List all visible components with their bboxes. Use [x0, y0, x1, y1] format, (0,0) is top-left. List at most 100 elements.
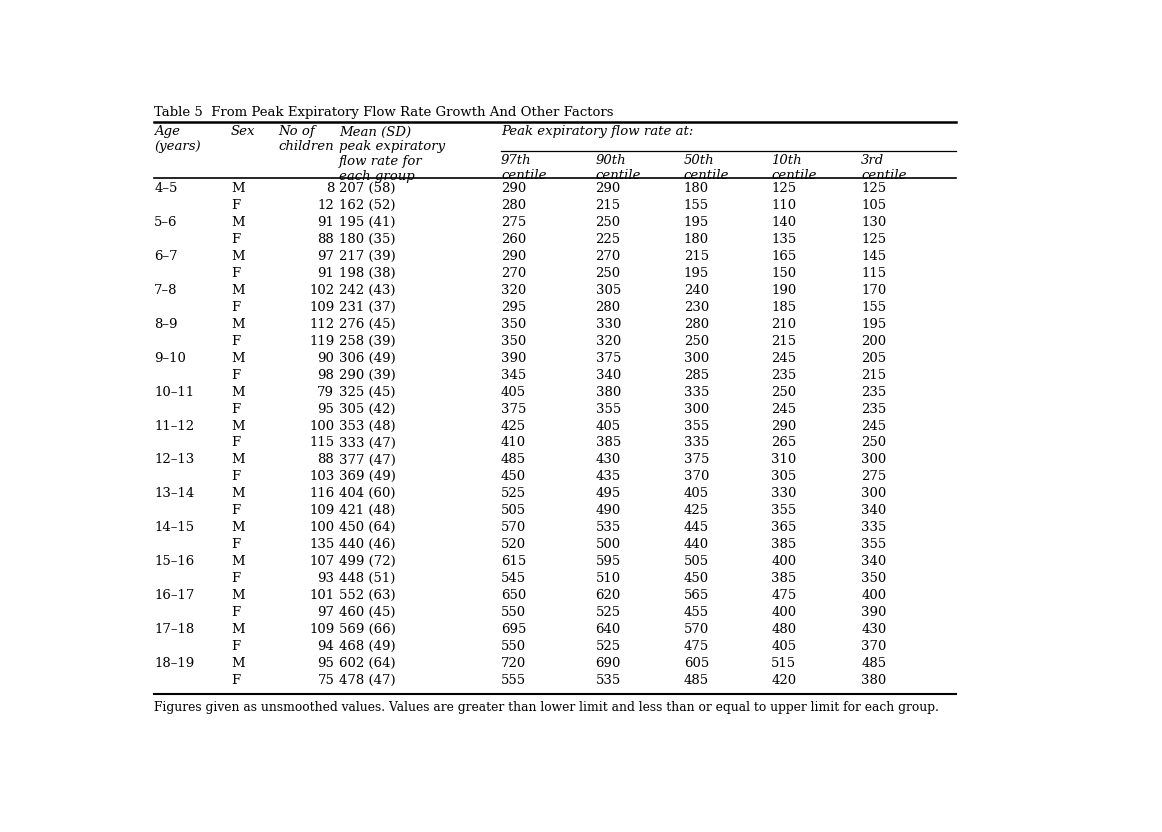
Text: 565: 565	[683, 589, 709, 602]
Text: 350: 350	[861, 572, 887, 586]
Text: 125: 125	[861, 182, 887, 195]
Text: 335: 335	[683, 437, 709, 449]
Text: 305 (42): 305 (42)	[339, 403, 395, 415]
Text: 155: 155	[861, 300, 887, 314]
Text: M: M	[231, 385, 244, 399]
Text: 91: 91	[317, 215, 335, 229]
Text: 276 (45): 276 (45)	[339, 318, 395, 330]
Text: 330: 330	[595, 318, 621, 330]
Text: 91: 91	[317, 267, 335, 280]
Text: 10th
centile: 10th centile	[772, 154, 817, 181]
Text: 305: 305	[772, 470, 796, 483]
Text: 355: 355	[861, 538, 887, 552]
Text: 370: 370	[683, 470, 709, 483]
Text: 320: 320	[501, 284, 526, 297]
Text: 79: 79	[317, 385, 335, 399]
Text: 410: 410	[501, 437, 526, 449]
Text: 306 (49): 306 (49)	[339, 352, 395, 364]
Text: Sex: Sex	[231, 126, 256, 138]
Text: Figures given as unsmoothed values. Values are greater than lower limit and less: Figures given as unsmoothed values. Valu…	[155, 701, 939, 715]
Text: 570: 570	[501, 522, 526, 534]
Text: 195: 195	[861, 318, 887, 330]
Text: 380: 380	[595, 385, 621, 399]
Text: 400: 400	[772, 555, 796, 568]
Text: 460 (45): 460 (45)	[339, 607, 395, 619]
Text: 135: 135	[772, 233, 796, 245]
Text: 200: 200	[861, 334, 887, 348]
Text: 468 (49): 468 (49)	[339, 640, 395, 653]
Text: Table 5  From Peak Expiratory Flow Rate Growth And Other Factors: Table 5 From Peak Expiratory Flow Rate G…	[155, 106, 614, 119]
Text: 225: 225	[595, 233, 621, 245]
Text: 595: 595	[595, 555, 621, 568]
Text: 505: 505	[683, 555, 709, 568]
Text: F: F	[231, 334, 239, 348]
Text: 290: 290	[501, 250, 526, 263]
Text: 95: 95	[317, 657, 335, 671]
Text: 270: 270	[595, 250, 621, 263]
Text: 377 (47): 377 (47)	[339, 453, 396, 467]
Text: 10–11: 10–11	[155, 385, 194, 399]
Text: 420: 420	[772, 674, 796, 687]
Text: 475: 475	[683, 640, 709, 653]
Text: 235: 235	[861, 403, 887, 415]
Text: 425: 425	[501, 419, 526, 433]
Text: 385: 385	[772, 538, 796, 552]
Text: 300: 300	[683, 352, 709, 364]
Text: M: M	[231, 250, 244, 263]
Text: 258 (39): 258 (39)	[339, 334, 395, 348]
Text: 430: 430	[595, 453, 621, 467]
Text: 180 (35): 180 (35)	[339, 233, 395, 245]
Text: 405: 405	[683, 488, 709, 500]
Text: 135: 135	[309, 538, 335, 552]
Text: F: F	[231, 504, 239, 518]
Text: 115: 115	[309, 437, 335, 449]
Text: 369 (49): 369 (49)	[339, 470, 396, 483]
Text: 330: 330	[772, 488, 796, 500]
Text: 720: 720	[501, 657, 526, 671]
Text: 570: 570	[683, 623, 709, 636]
Text: 445: 445	[683, 522, 709, 534]
Text: 245: 245	[861, 419, 887, 433]
Text: 620: 620	[595, 589, 621, 602]
Text: 290: 290	[595, 182, 621, 195]
Text: 485: 485	[861, 657, 887, 671]
Text: 130: 130	[861, 215, 887, 229]
Text: 17–18: 17–18	[155, 623, 194, 636]
Text: 440 (46): 440 (46)	[339, 538, 395, 552]
Text: 285: 285	[683, 369, 709, 382]
Text: M: M	[231, 589, 244, 602]
Text: M: M	[231, 284, 244, 297]
Text: 280: 280	[683, 318, 709, 330]
Text: 390: 390	[861, 607, 887, 619]
Text: 145: 145	[861, 250, 887, 263]
Text: 6–7: 6–7	[155, 250, 178, 263]
Text: 245: 245	[772, 352, 796, 364]
Text: 90: 90	[317, 352, 335, 364]
Text: 150: 150	[772, 267, 796, 280]
Text: 345: 345	[501, 369, 526, 382]
Text: 535: 535	[595, 522, 621, 534]
Text: 107: 107	[309, 555, 335, 568]
Text: 94: 94	[317, 640, 335, 653]
Text: 215: 215	[595, 199, 621, 212]
Text: 180: 180	[683, 233, 709, 245]
Text: 355: 355	[772, 504, 796, 518]
Text: 375: 375	[683, 453, 709, 467]
Text: 340: 340	[595, 369, 621, 382]
Text: F: F	[231, 470, 239, 483]
Text: 12–13: 12–13	[155, 453, 194, 467]
Text: 195: 195	[683, 215, 709, 229]
Text: 245: 245	[772, 403, 796, 415]
Text: 385: 385	[595, 437, 621, 449]
Text: 340: 340	[861, 504, 887, 518]
Text: F: F	[231, 640, 239, 653]
Text: 207 (58): 207 (58)	[339, 182, 395, 195]
Text: 380: 380	[861, 674, 887, 687]
Text: 520: 520	[501, 538, 526, 552]
Text: 115: 115	[861, 267, 887, 280]
Text: 510: 510	[595, 572, 621, 586]
Text: M: M	[231, 215, 244, 229]
Text: 9–10: 9–10	[155, 352, 186, 364]
Text: 405: 405	[595, 419, 621, 433]
Text: 270: 270	[501, 267, 526, 280]
